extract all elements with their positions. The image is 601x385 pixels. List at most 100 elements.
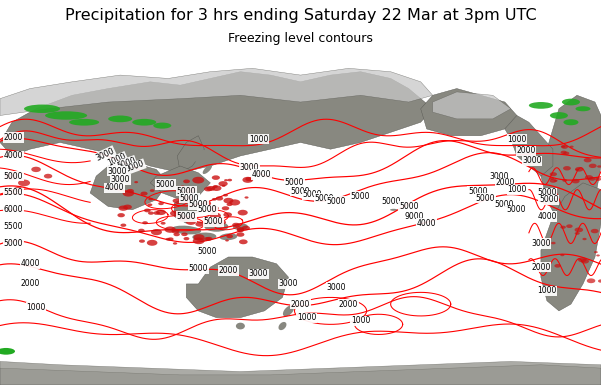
- Circle shape: [144, 209, 151, 213]
- Polygon shape: [150, 166, 210, 200]
- Text: 2000: 2000: [516, 146, 535, 156]
- Text: 3000: 3000: [489, 172, 508, 181]
- Circle shape: [232, 223, 240, 227]
- Circle shape: [584, 158, 591, 162]
- Circle shape: [237, 228, 244, 232]
- Ellipse shape: [203, 165, 212, 174]
- Polygon shape: [0, 69, 433, 116]
- Circle shape: [174, 233, 180, 236]
- Circle shape: [227, 203, 233, 206]
- Circle shape: [223, 194, 228, 197]
- Circle shape: [229, 199, 240, 206]
- Ellipse shape: [236, 323, 245, 330]
- Text: 5000: 5000: [315, 194, 334, 203]
- Text: 3000: 3000: [111, 175, 130, 184]
- Text: 4000: 4000: [105, 183, 124, 192]
- Circle shape: [148, 198, 153, 201]
- Text: 1000: 1000: [297, 313, 316, 322]
- Text: 1000: 1000: [537, 286, 557, 295]
- Ellipse shape: [563, 119, 578, 125]
- Circle shape: [173, 242, 177, 244]
- Circle shape: [242, 226, 250, 230]
- Ellipse shape: [192, 233, 216, 241]
- Text: 4000: 4000: [4, 151, 23, 161]
- Circle shape: [578, 257, 587, 262]
- Text: 4000: 4000: [417, 219, 436, 228]
- Circle shape: [563, 179, 567, 182]
- Circle shape: [201, 201, 211, 206]
- Circle shape: [193, 238, 205, 244]
- Polygon shape: [421, 89, 517, 136]
- Circle shape: [150, 189, 154, 192]
- Ellipse shape: [390, 209, 397, 211]
- Circle shape: [222, 185, 225, 187]
- Circle shape: [134, 181, 138, 183]
- Text: 5000: 5000: [537, 189, 557, 198]
- Circle shape: [239, 239, 248, 244]
- Text: 5000: 5000: [399, 202, 418, 211]
- Circle shape: [118, 206, 128, 211]
- Circle shape: [596, 254, 600, 256]
- Circle shape: [591, 229, 599, 233]
- Circle shape: [165, 226, 176, 233]
- Text: 9000: 9000: [405, 212, 424, 221]
- Circle shape: [194, 234, 204, 241]
- Circle shape: [185, 186, 197, 193]
- Text: 3000: 3000: [531, 239, 551, 248]
- Circle shape: [151, 229, 162, 235]
- Polygon shape: [0, 362, 601, 385]
- Circle shape: [123, 204, 132, 209]
- Circle shape: [575, 232, 580, 235]
- Text: 2000: 2000: [4, 133, 23, 142]
- Text: Freezing level contours: Freezing level contours: [228, 32, 373, 45]
- Circle shape: [563, 166, 571, 171]
- Polygon shape: [505, 116, 553, 176]
- Circle shape: [550, 177, 554, 180]
- Text: 5000: 5000: [327, 197, 346, 206]
- Text: 5000: 5000: [4, 239, 23, 248]
- Circle shape: [13, 187, 23, 192]
- Text: Precipitation for 3 hrs ending Saturday 22 Mar at 3pm UTC: Precipitation for 3 hrs ending Saturday …: [65, 8, 536, 23]
- Circle shape: [204, 187, 212, 191]
- Circle shape: [181, 233, 188, 236]
- Ellipse shape: [0, 348, 15, 355]
- Circle shape: [598, 280, 601, 283]
- Text: 5000: 5000: [291, 187, 310, 196]
- Circle shape: [572, 179, 579, 183]
- Circle shape: [168, 238, 174, 241]
- Circle shape: [218, 220, 226, 225]
- Text: 5000: 5000: [177, 212, 196, 221]
- Text: 5000: 5000: [180, 194, 199, 203]
- Circle shape: [212, 175, 220, 180]
- Circle shape: [213, 185, 218, 188]
- Circle shape: [227, 234, 233, 238]
- Circle shape: [206, 186, 215, 191]
- Circle shape: [172, 199, 180, 203]
- Text: 5000: 5000: [285, 178, 304, 187]
- Text: 2000: 2000: [291, 300, 310, 309]
- Ellipse shape: [171, 226, 201, 234]
- Text: 1000: 1000: [106, 152, 128, 168]
- Circle shape: [180, 186, 185, 188]
- Circle shape: [549, 179, 557, 183]
- Circle shape: [224, 179, 228, 181]
- Text: 1000: 1000: [249, 135, 268, 144]
- Polygon shape: [186, 257, 288, 318]
- Circle shape: [589, 164, 597, 168]
- Text: 5500: 5500: [4, 189, 23, 198]
- Circle shape: [183, 179, 190, 183]
- Circle shape: [160, 222, 166, 225]
- Ellipse shape: [108, 116, 132, 122]
- Ellipse shape: [191, 150, 206, 162]
- Text: 1000: 1000: [507, 135, 526, 144]
- Text: 5000: 5000: [494, 200, 513, 209]
- Text: 5000: 5000: [351, 192, 370, 201]
- Circle shape: [575, 167, 584, 172]
- Circle shape: [551, 242, 556, 244]
- Text: 3000: 3000: [279, 280, 298, 288]
- Ellipse shape: [278, 322, 287, 330]
- Circle shape: [225, 239, 229, 241]
- Circle shape: [595, 177, 601, 181]
- Text: 2000: 2000: [495, 178, 514, 187]
- Ellipse shape: [204, 222, 228, 232]
